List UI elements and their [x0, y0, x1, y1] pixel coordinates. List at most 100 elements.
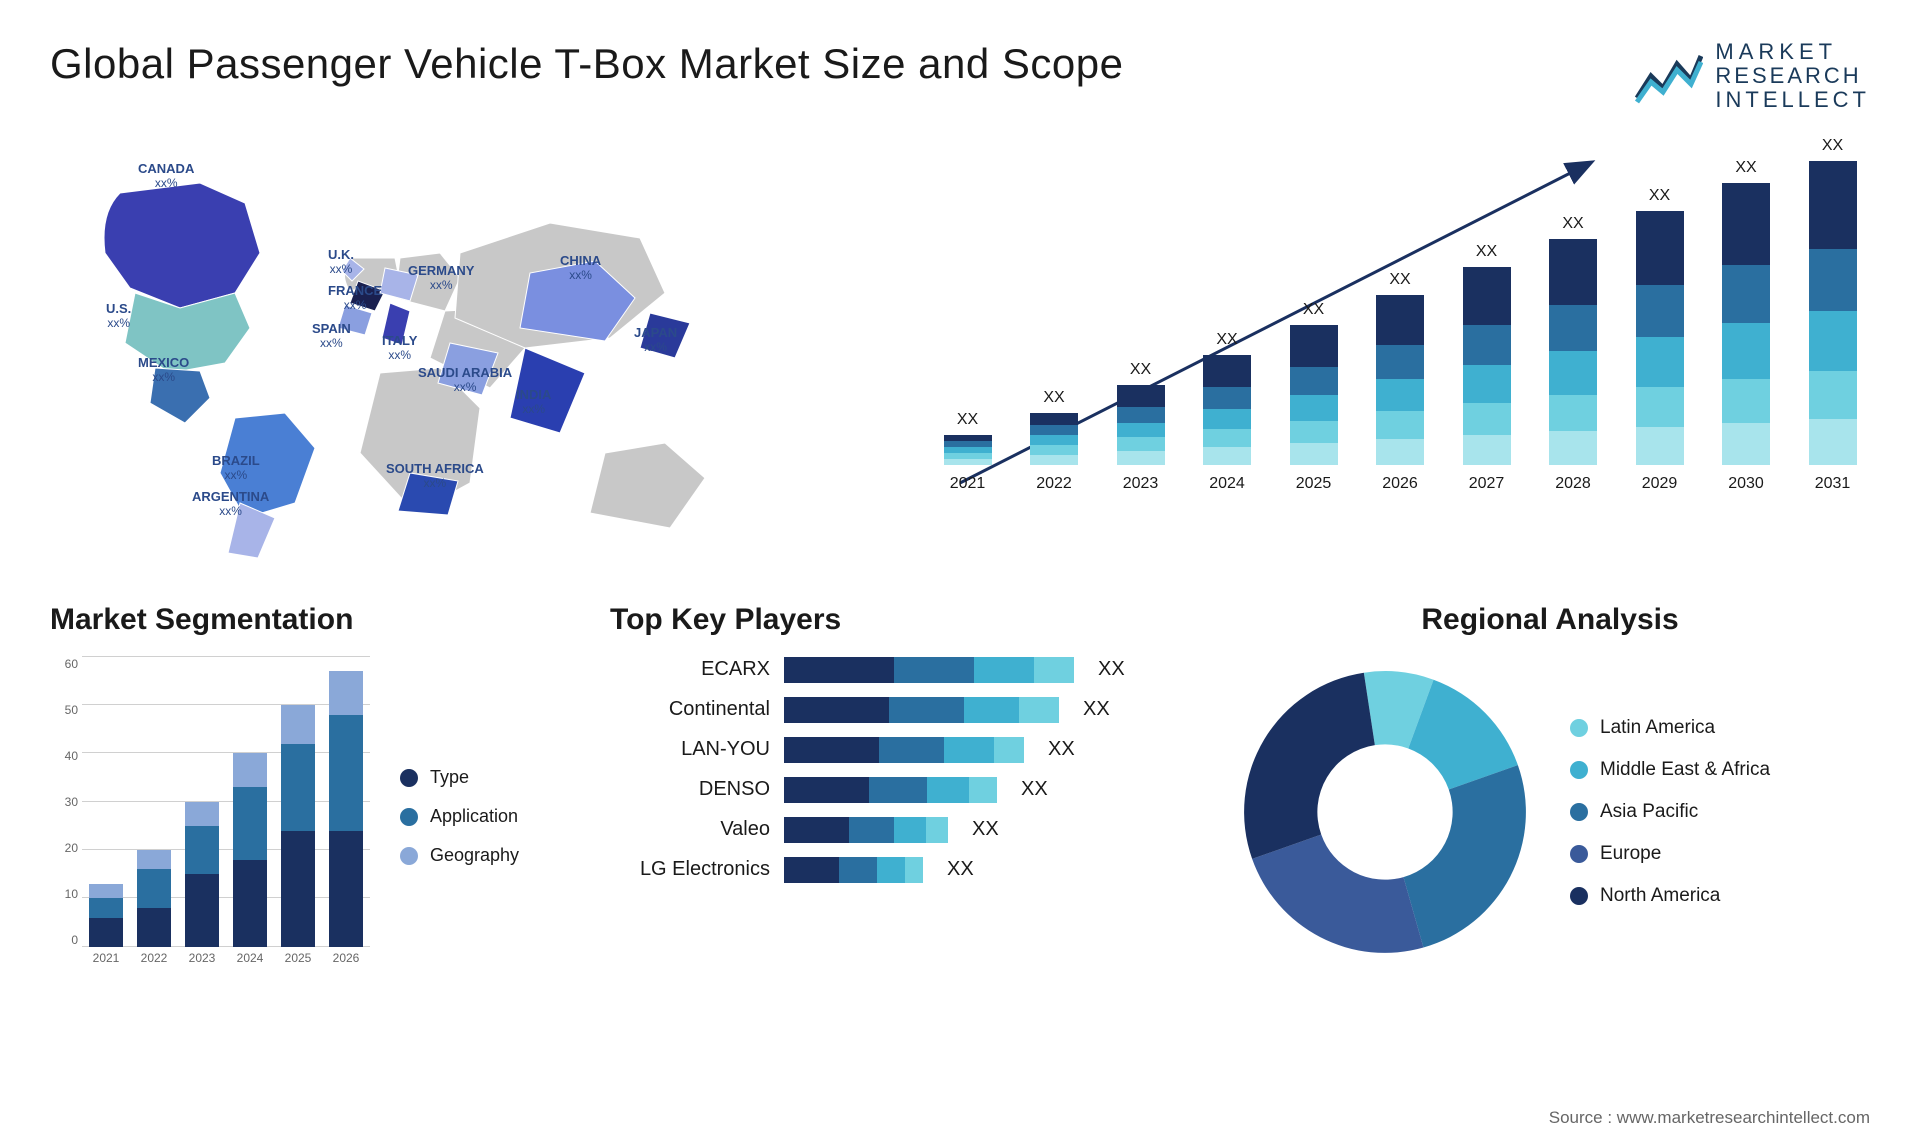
logo-line2: RESEARCH [1715, 64, 1870, 88]
legend-label: Geography [430, 845, 519, 866]
growth-bar-seg [1809, 161, 1857, 249]
player-bar-seg [784, 657, 894, 683]
growth-bar-year: 2022 [1036, 475, 1072, 493]
players-title: Top Key Players [610, 603, 1190, 637]
growth-bar-seg [1722, 183, 1770, 265]
growth-bar-value: XX [1562, 215, 1583, 233]
seg-bar-seg-application [233, 787, 267, 860]
player-bar-seg [894, 817, 926, 843]
seg-bar-seg-type [329, 831, 363, 947]
growth-bar-2027: XX2027 [1459, 243, 1514, 493]
player-bar-seg [926, 817, 948, 843]
growth-bar-seg [1463, 325, 1511, 365]
player-bar-seg [927, 777, 969, 803]
growth-bar-seg [1290, 421, 1338, 443]
growth-bar-value: XX [1043, 389, 1064, 407]
player-name: ECARX [610, 658, 770, 681]
growth-bar-seg [1809, 311, 1857, 371]
growth-bar-seg [1463, 403, 1511, 435]
growth-bar-seg [1463, 435, 1511, 465]
growth-bar-value: XX [1303, 301, 1324, 319]
legend-swatch [400, 847, 418, 865]
growth-bar-seg [1636, 387, 1684, 427]
growth-bar-seg [1549, 305, 1597, 351]
legend-label: Middle East & Africa [1600, 759, 1770, 781]
player-value: XX [972, 818, 999, 841]
player-row: ValeoXX [610, 817, 1190, 843]
logo-line1: MARKET [1715, 40, 1870, 64]
growth-bar-seg [1290, 443, 1338, 465]
growth-bar-year: 2023 [1123, 475, 1159, 493]
seg-legend-item: Application [400, 806, 519, 827]
growth-bar-seg [1636, 427, 1684, 465]
growth-bar-seg [944, 459, 992, 465]
growth-bar-seg [1290, 395, 1338, 421]
growth-chart-panel: XX2021XX2022XX2023XX2024XX2025XX2026XX20… [930, 143, 1870, 563]
legend-label: Application [430, 806, 518, 827]
growth-bar-year: 2028 [1555, 475, 1591, 493]
map-label-southafrica: SOUTH AFRICAxx% [386, 461, 484, 491]
regional-title: Regional Analysis [1230, 603, 1870, 637]
seg-xtick: 2024 [237, 951, 264, 977]
regional-panel: Regional Analysis Latin AmericaMiddle Ea… [1230, 603, 1870, 977]
donut-slice-asia-pacific [1403, 765, 1525, 947]
player-bar-seg [994, 737, 1024, 763]
map-label-india: INDIAxx% [516, 387, 551, 417]
map-label-spain: SPAINxx% [312, 321, 351, 351]
growth-bar-value: XX [1735, 159, 1756, 177]
legend-label: Type [430, 767, 469, 788]
growth-bar-year: 2027 [1469, 475, 1505, 493]
player-row: ContinentalXX [610, 697, 1190, 723]
regional-legend-item: Asia Pacific [1570, 801, 1770, 823]
seg-xtick: 2025 [285, 951, 312, 977]
player-bar-seg [1019, 697, 1059, 723]
growth-bar-seg [1376, 411, 1424, 439]
player-bar [784, 657, 1074, 683]
growth-bar-seg [1463, 267, 1511, 325]
growth-bar-seg [1117, 451, 1165, 465]
seg-legend-item: Geography [400, 845, 519, 866]
player-bar-seg [879, 737, 944, 763]
player-bar-seg [784, 857, 839, 883]
player-bar-seg [1034, 657, 1074, 683]
segmentation-title: Market Segmentation [50, 603, 570, 637]
player-bar [784, 697, 1059, 723]
regional-donut [1230, 657, 1540, 967]
growth-bar-seg [1376, 295, 1424, 345]
growth-bar-seg [1030, 413, 1078, 425]
seg-bar-2026 [329, 671, 363, 947]
seg-bar-seg-type [89, 918, 123, 947]
map-label-italy: ITALYxx% [382, 333, 417, 363]
player-bar-seg [784, 737, 879, 763]
seg-bar-seg-application [185, 826, 219, 874]
seg-bar-seg-application [281, 744, 315, 831]
player-value: XX [1083, 698, 1110, 721]
growth-bar-value: XX [1216, 331, 1237, 349]
growth-bar-seg [1203, 429, 1251, 447]
seg-ytick: 0 [50, 933, 78, 947]
player-value: XX [1048, 738, 1075, 761]
map-australia [590, 443, 705, 528]
growth-bar-seg [1203, 355, 1251, 387]
growth-bar-seg [1030, 435, 1078, 445]
top-row: CANADAxx%U.S.xx%MEXICOxx%BRAZILxx%ARGENT… [50, 143, 1870, 563]
segmentation-legend: Type Application Geography [400, 657, 519, 977]
growth-bar-seg [1722, 423, 1770, 465]
growth-bar-seg [1549, 431, 1597, 465]
growth-bar-seg [1722, 323, 1770, 379]
growth-bar-seg [1722, 265, 1770, 323]
seg-bar-seg-application [89, 898, 123, 917]
world-map [50, 143, 870, 563]
seg-bar-seg-geography [233, 753, 267, 787]
player-value: XX [1098, 658, 1125, 681]
player-bar-seg [969, 777, 997, 803]
legend-swatch [1570, 803, 1588, 821]
growth-bar-2024: XX2024 [1200, 331, 1255, 493]
player-row: ECARX XX [610, 657, 1190, 683]
growth-bar-seg [1376, 345, 1424, 379]
bottom-row: Market Segmentation 6050403020100 202120… [50, 603, 1870, 977]
regional-legend-item: Middle East & Africa [1570, 759, 1770, 781]
growth-bars: XX2021XX2022XX2023XX2024XX2025XX2026XX20… [930, 143, 1870, 493]
growth-bar-2026: XX2026 [1373, 271, 1428, 493]
growth-bar-seg [1549, 395, 1597, 431]
